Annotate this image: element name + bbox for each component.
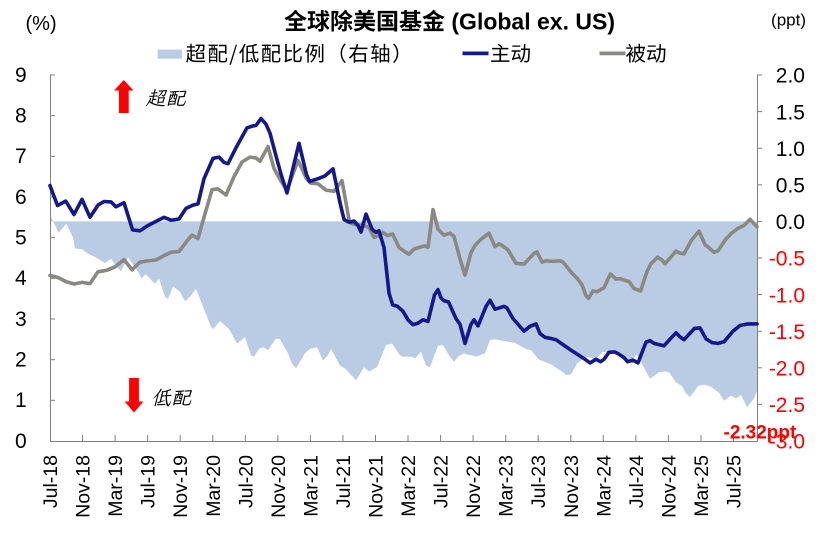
svg-text:0: 0: [15, 430, 27, 453]
svg-text:Jul-23: Jul-23: [528, 455, 550, 508]
svg-text:0.5: 0.5: [776, 175, 805, 198]
svg-text:2.0: 2.0: [776, 65, 805, 88]
svg-text:Jul-24: Jul-24: [626, 455, 648, 508]
svg-text:-2.0: -2.0: [769, 358, 805, 381]
svg-text:4: 4: [15, 267, 27, 290]
svg-text:Mar-19: Mar-19: [105, 455, 127, 517]
svg-text:Jul-19: Jul-19: [138, 455, 160, 508]
svg-text:3: 3: [15, 308, 27, 331]
svg-text:-2.32ppt: -2.32ppt: [724, 423, 798, 444]
svg-text:Nov-20: Nov-20: [268, 455, 290, 518]
svg-text:2: 2: [15, 348, 27, 371]
svg-text:Jul-25: Jul-25: [724, 455, 746, 508]
svg-text:5: 5: [15, 226, 27, 249]
svg-text:Jul-21: Jul-21: [333, 455, 355, 508]
svg-text:(Global ex. US): (Global ex. US): [445, 9, 615, 35]
svg-text:1.5: 1.5: [776, 101, 805, 124]
svg-text:Mar-25: Mar-25: [691, 455, 713, 517]
svg-text:(ppt): (ppt): [771, 11, 806, 30]
svg-text:6: 6: [15, 186, 27, 209]
svg-text:7: 7: [15, 145, 27, 168]
svg-text:-1.0: -1.0: [769, 284, 805, 307]
svg-text:Jul-20: Jul-20: [235, 455, 257, 508]
svg-text:Nov-23: Nov-23: [561, 455, 583, 518]
svg-text:Nov-22: Nov-22: [463, 455, 485, 518]
svg-text:1.0: 1.0: [776, 138, 805, 161]
svg-text:9: 9: [15, 64, 27, 87]
svg-text:Jul-22: Jul-22: [431, 455, 453, 508]
svg-text:(%): (%): [26, 13, 57, 35]
svg-text:1: 1: [15, 389, 27, 412]
svg-text:-0.5: -0.5: [769, 248, 805, 271]
svg-text:Mar-24: Mar-24: [593, 455, 615, 517]
svg-text:8: 8: [15, 104, 27, 127]
svg-text:Mar-22: Mar-22: [398, 455, 420, 517]
svg-text:Nov-18: Nov-18: [73, 455, 95, 518]
svg-text:-1.5: -1.5: [769, 321, 805, 344]
svg-text:Nov-24: Nov-24: [658, 455, 680, 518]
svg-text:-2.5: -2.5: [769, 394, 805, 417]
svg-text:-3.0: -3.0: [769, 431, 805, 454]
svg-text:Mar-20: Mar-20: [203, 455, 225, 517]
svg-text:Nov-21: Nov-21: [366, 455, 388, 518]
svg-text:0.0: 0.0: [776, 211, 805, 234]
svg-text:Mar-21: Mar-21: [300, 455, 322, 517]
svg-text:Nov-19: Nov-19: [170, 455, 192, 518]
svg-text:Jul-18: Jul-18: [40, 455, 62, 508]
svg-text:Mar-23: Mar-23: [496, 455, 518, 517]
